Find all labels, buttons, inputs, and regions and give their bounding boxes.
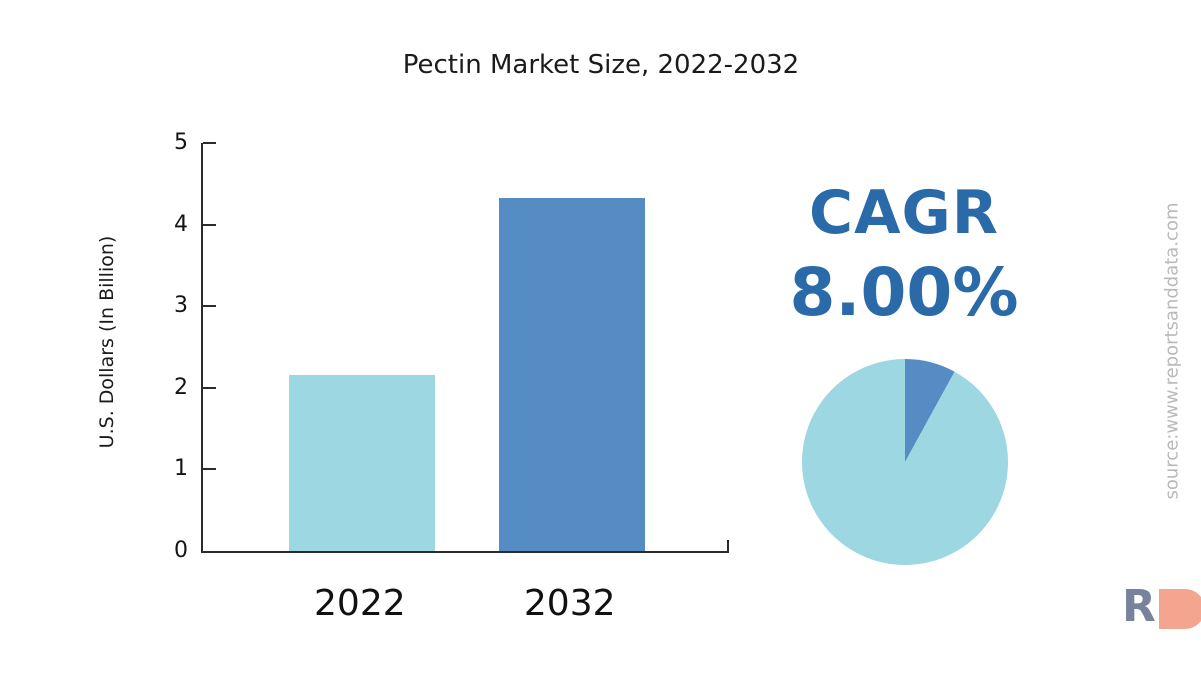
- y-tick: [203, 386, 216, 389]
- y-axis-label: U.S. Dollars (In Billion): [96, 235, 118, 449]
- y-tick-label: 1: [174, 456, 188, 482]
- source-attribution: source:www.reportsanddata.com: [1161, 202, 1183, 500]
- cagr-label: CAGR: [809, 178, 999, 248]
- bar-plot: [201, 142, 729, 553]
- y-tick-label: 5: [174, 130, 188, 155]
- x-axis-end-tick: [727, 540, 729, 551]
- cagr-pie-chart: [802, 359, 1009, 565]
- y-tick: [203, 142, 216, 144]
- x-category-label: 2022: [314, 583, 406, 624]
- y-tick-label: 4: [174, 211, 188, 237]
- logo-letter-r: R: [1122, 581, 1156, 632]
- y-tick-label: 0: [174, 538, 188, 563]
- bar-2032: [499, 198, 645, 551]
- logo-letter-d-shape: [1159, 589, 1201, 629]
- y-tick-label: 2: [174, 374, 188, 400]
- y-tick: [203, 468, 216, 471]
- y-tick: [203, 223, 216, 226]
- bar-2022: [289, 375, 435, 551]
- pie-slice-8pct: [905, 359, 955, 462]
- y-tick-label: 3: [174, 293, 188, 319]
- chart-title: Pectin Market Size, 2022-2032: [402, 50, 800, 80]
- y-tick: [203, 305, 216, 308]
- pie-slice-92pct: [802, 359, 1009, 565]
- x-category-label: 2032: [523, 583, 616, 624]
- cagr-value: 8.00%: [789, 254, 1019, 331]
- reportsanddata-logo-icon: R: [1122, 585, 1201, 633]
